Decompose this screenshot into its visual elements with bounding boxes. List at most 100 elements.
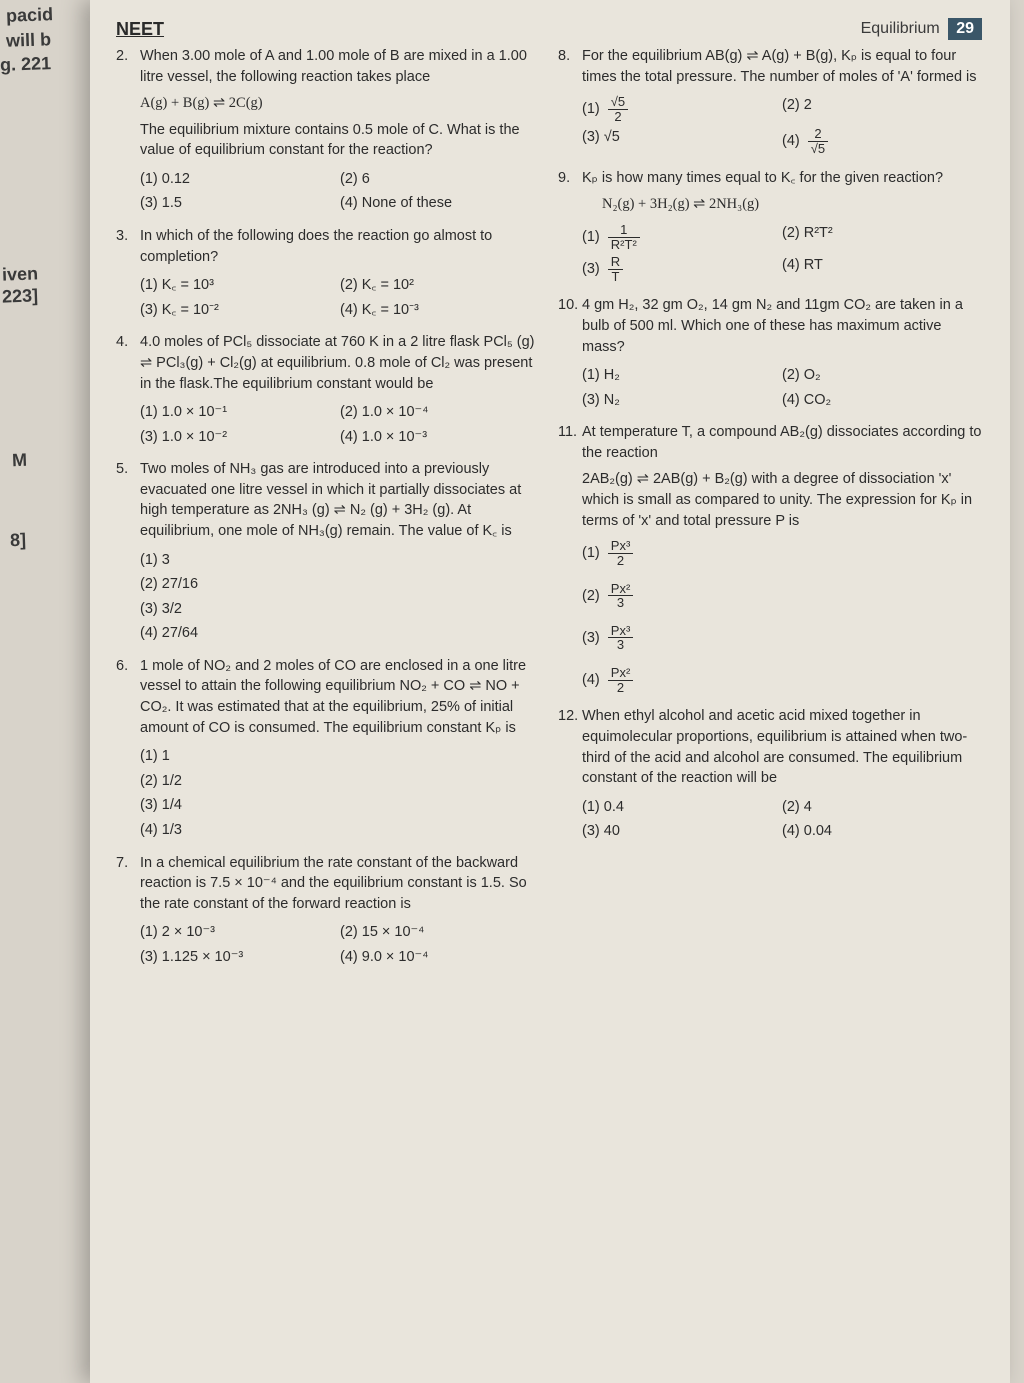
option: (4) 2√5 <box>782 125 982 157</box>
question-2: 2. When 3.00 mole of A and 1.00 mole of … <box>116 46 540 216</box>
option: (3) 1.0 × 10⁻² <box>140 425 340 450</box>
option: (2) 4 <box>782 795 982 820</box>
page-number: 29 <box>948 18 982 40</box>
option: (1) Px³2 <box>582 537 982 569</box>
q-options: (1) 3 (2) 27/16 (3) 3/2 (4) 27/64 <box>140 548 540 646</box>
option: (2) 6 <box>340 167 540 192</box>
option: (3) K꜀ = 10⁻² <box>140 298 340 323</box>
q-body: When 3.00 mole of A and 1.00 mole of B a… <box>140 46 540 216</box>
q-text: At temperature T, a compound AB₂(g) diss… <box>582 424 982 461</box>
content-columns: 2. When 3.00 mole of A and 1.00 mole of … <box>116 46 982 979</box>
option: (4) RT <box>782 253 982 285</box>
q-options: (1) 0.4 (2) 4 (3) 40 (4) 0.04 <box>582 795 982 844</box>
q-text: For the equilibrium AB(g) ⇌ A(g) + B(g),… <box>582 48 977 85</box>
question-12: 12. When ethyl alcohol and acetic acid m… <box>558 706 982 843</box>
q-body: In a chemical equilibrium the rate const… <box>140 853 540 970</box>
question-9: 9. Kₚ is how many times equal to K꜀ for … <box>558 168 982 286</box>
option: (3) 3/2 <box>140 597 540 622</box>
option: (2) 2 <box>782 93 982 125</box>
option: (3) √5 <box>582 125 782 157</box>
question-8: 8. For the equilibrium AB(g) ⇌ A(g) + B(… <box>558 46 982 158</box>
option: (1) 0.12 <box>140 167 340 192</box>
q-options: (1) √52 (2) 2 (3) √5 (4) 2√5 <box>582 93 982 158</box>
option: (3) N₂ <box>582 388 782 413</box>
q-text: In which of the following does the react… <box>140 228 492 265</box>
question-11: 11. At temperature T, a compound AB₂(g) … <box>558 422 982 696</box>
q-body: For the equilibrium AB(g) ⇌ A(g) + B(g),… <box>582 46 982 158</box>
q-body: At temperature T, a compound AB₂(g) diss… <box>582 422 982 696</box>
q-number: 6. <box>116 656 140 843</box>
q-number: 4. <box>116 332 140 449</box>
q-body: Two moles of NH₃ gas are introduced into… <box>140 459 540 646</box>
option: (2) K꜀ = 10² <box>340 273 540 298</box>
option: (2) Px²3 <box>582 580 982 612</box>
option: (1) 3 <box>140 548 540 573</box>
q-text: When ethyl alcohol and acetic acid mixed… <box>582 708 967 786</box>
option: (1) 1R²T² <box>582 221 782 253</box>
option: (2) O₂ <box>782 363 982 388</box>
q-equation: A(g) + B(g) ⇌ 2C(g) <box>140 93 540 114</box>
q-text: 1 mole of NO₂ and 2 moles of CO are encl… <box>140 658 526 736</box>
option: (3) RT <box>582 253 782 285</box>
option: (3) 40 <box>582 819 782 844</box>
option: (1) 0.4 <box>582 795 782 820</box>
q-options: (1) H₂ (2) O₂ (3) N₂ (4) CO₂ <box>582 363 982 412</box>
option: (4) 1/3 <box>140 818 540 843</box>
q-body: 4.0 moles of PCl₅ dissociate at 760 K in… <box>140 332 540 449</box>
q-body: When ethyl alcohol and acetic acid mixed… <box>582 706 982 843</box>
q-text: The equilibrium mixture contains 0.5 mol… <box>140 122 520 159</box>
question-7: 7. In a chemical equilibrium the rate co… <box>116 853 540 970</box>
right-column: 8. For the equilibrium AB(g) ⇌ A(g) + B(… <box>558 46 982 979</box>
q-number: 10. <box>558 295 582 412</box>
page: NEET Equilibrium 29 2. When 3.00 mole of… <box>90 0 1010 1383</box>
margin-scrap: M <box>12 450 28 472</box>
header-chapter: Equilibrium 29 <box>861 18 982 40</box>
q-options: (1) 1 (2) 1/2 (3) 1/4 (4) 1/3 <box>140 744 540 842</box>
margin-scrap: g. 221 <box>0 53 51 76</box>
q-number: 8. <box>558 46 582 158</box>
option: (2) 1.0 × 10⁻⁴ <box>340 400 540 425</box>
q-body: In which of the following does the react… <box>140 226 540 322</box>
option: (1) 1.0 × 10⁻¹ <box>140 400 340 425</box>
option: (4) Px²2 <box>582 664 982 696</box>
q-body: Kₚ is how many times equal to K꜀ for the… <box>582 168 982 286</box>
chapter-name: Equilibrium <box>861 20 940 37</box>
q-text: When 3.00 mole of A and 1.00 mole of B a… <box>140 48 527 85</box>
option: (4) K꜀ = 10⁻³ <box>340 298 540 323</box>
question-10: 10. 4 gm H₂, 32 gm O₂, 14 gm N₂ and 11gm… <box>558 295 982 412</box>
q-number: 2. <box>116 46 140 216</box>
option: (3) Px³3 <box>582 622 982 654</box>
q-options: (1) Px³2 (2) Px²3 (3) Px³3 (4) Px²2 <box>582 537 982 696</box>
q-options: (1) 1.0 × 10⁻¹ (2) 1.0 × 10⁻⁴ (3) 1.0 × … <box>140 400 540 449</box>
question-4: 4. 4.0 moles of PCl₅ dissociate at 760 K… <box>116 332 540 449</box>
q-body: 4 gm H₂, 32 gm O₂, 14 gm N₂ and 11gm CO₂… <box>582 295 982 412</box>
q-options: (1) 2 × 10⁻³ (2) 15 × 10⁻⁴ (3) 1.125 × 1… <box>140 920 540 969</box>
q-number: 11. <box>558 422 582 696</box>
option: (3) 1.5 <box>140 191 340 216</box>
q-options: (1) 0.12 (2) 6 (3) 1.5 (4) None of these <box>140 167 540 216</box>
q-options: (1) K꜀ = 10³ (2) K꜀ = 10² (3) K꜀ = 10⁻² … <box>140 273 540 322</box>
option: (1) 1 <box>140 744 540 769</box>
option: (2) R²T² <box>782 221 982 253</box>
margin-scrap: will b <box>6 29 52 52</box>
question-5: 5. Two moles of NH₃ gas are introduced i… <box>116 459 540 646</box>
margin-scrap: 223] <box>2 285 39 307</box>
option: (4) 9.0 × 10⁻⁴ <box>340 945 540 970</box>
left-column: 2. When 3.00 mole of A and 1.00 mole of … <box>116 46 540 979</box>
margin-scrap: iven <box>2 263 39 285</box>
q-number: 9. <box>558 168 582 286</box>
option: (3) 1/4 <box>140 793 540 818</box>
option: (1) √52 <box>582 93 782 125</box>
option: (2) 1/2 <box>140 769 540 794</box>
header-neet: NEET <box>116 19 164 40</box>
option: (2) 15 × 10⁻⁴ <box>340 920 540 945</box>
option: (4) 1.0 × 10⁻³ <box>340 425 540 450</box>
option: (3) 1.125 × 10⁻³ <box>140 945 340 970</box>
q-text: 4 gm H₂, 32 gm O₂, 14 gm N₂ and 11gm CO₂… <box>582 297 963 354</box>
q-text: 4.0 moles of PCl₅ dissociate at 760 K in… <box>140 334 535 391</box>
option: (1) 2 × 10⁻³ <box>140 920 340 945</box>
q-text: In a chemical equilibrium the rate const… <box>140 855 527 912</box>
margin-scrap: 8] <box>10 530 27 552</box>
q-options: (1) 1R²T² (2) R²T² (3) RT (4) RT <box>582 221 982 286</box>
q-equation: N₂(g) + 3H₂(g) ⇌ 2NH₃(g) <box>602 194 982 215</box>
